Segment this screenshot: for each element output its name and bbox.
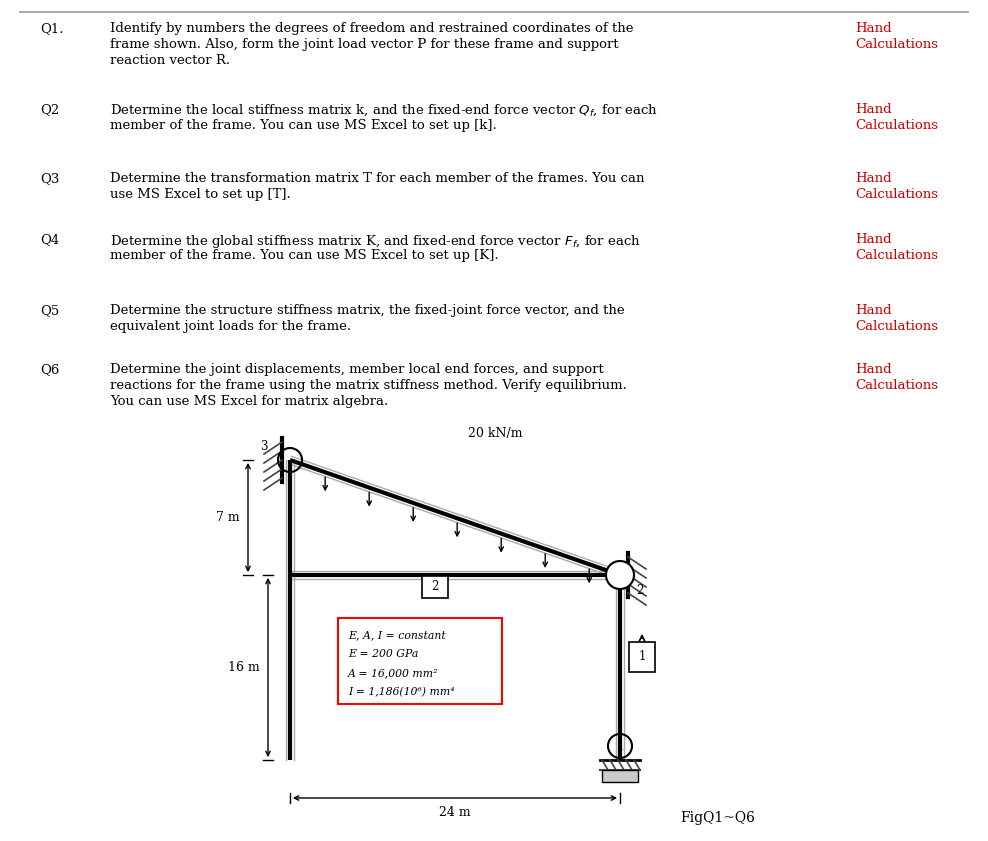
Text: Calculations: Calculations <box>855 379 938 392</box>
Text: 1: 1 <box>638 650 646 664</box>
Text: Q3: Q3 <box>40 172 59 185</box>
Text: Determine the global stiffness matrix K, and fixed-end force vector $F_f$, for e: Determine the global stiffness matrix K,… <box>110 233 641 250</box>
Text: Hand: Hand <box>855 233 891 246</box>
Text: Q6: Q6 <box>40 363 59 376</box>
Text: member of the frame. You can use MS Excel to set up [k].: member of the frame. You can use MS Exce… <box>110 119 497 132</box>
Text: equivalent joint loads for the frame.: equivalent joint loads for the frame. <box>110 320 351 333</box>
Text: Determine the structure stiffness matrix, the fixed-joint force vector, and the: Determine the structure stiffness matrix… <box>110 304 624 317</box>
Text: Q1.: Q1. <box>40 22 63 35</box>
FancyBboxPatch shape <box>629 642 655 672</box>
Text: E = 200 GPa: E = 200 GPa <box>348 649 418 659</box>
Text: Hand: Hand <box>855 172 891 185</box>
Text: 1: 1 <box>617 739 623 753</box>
Bar <box>602 770 638 782</box>
Text: reactions for the frame using the matrix stiffness method. Verify equilibrium.: reactions for the frame using the matrix… <box>110 379 626 392</box>
Text: 20 kN/m: 20 kN/m <box>467 427 523 440</box>
Text: 2: 2 <box>432 580 439 594</box>
Text: Determine the transformation matrix T for each member of the frames. You can: Determine the transformation matrix T fo… <box>110 172 644 185</box>
Text: 2: 2 <box>636 584 644 597</box>
Text: Calculations: Calculations <box>855 320 938 333</box>
Text: 7 m: 7 m <box>216 511 240 524</box>
Text: frame shown. Also, form the joint load vector P for these frame and support: frame shown. Also, form the joint load v… <box>110 38 618 51</box>
Text: 16 m: 16 m <box>228 661 260 674</box>
Text: Q4: Q4 <box>40 233 59 246</box>
Text: I = 1,186(10⁶) mm⁴: I = 1,186(10⁶) mm⁴ <box>348 687 454 697</box>
Text: 24 m: 24 m <box>440 806 471 819</box>
FancyBboxPatch shape <box>338 618 502 704</box>
Text: Determine the joint displacements, member local end forces, and support: Determine the joint displacements, membe… <box>110 363 604 376</box>
Text: Hand: Hand <box>855 304 891 317</box>
Text: Hand: Hand <box>855 363 891 376</box>
Text: Calculations: Calculations <box>855 38 938 51</box>
Text: reaction vector R.: reaction vector R. <box>110 54 230 67</box>
Text: Q2: Q2 <box>40 103 59 116</box>
Text: use MS Excel to set up [T].: use MS Excel to set up [T]. <box>110 188 290 201</box>
Text: FigQ1~Q6: FigQ1~Q6 <box>680 811 755 825</box>
Text: Calculations: Calculations <box>855 119 938 132</box>
Circle shape <box>606 561 634 589</box>
Text: Identify by numbers the degrees of freedom and restrained coordinates of the: Identify by numbers the degrees of freed… <box>110 22 633 35</box>
Text: Calculations: Calculations <box>855 188 938 201</box>
Text: Determine the local stiffness matrix k, and the fixed-end force vector $Q_f$, fo: Determine the local stiffness matrix k, … <box>110 103 658 119</box>
Text: member of the frame. You can use MS Excel to set up [K].: member of the frame. You can use MS Exce… <box>110 249 499 262</box>
Text: Hand: Hand <box>855 22 891 35</box>
Text: Hand: Hand <box>855 103 891 116</box>
Text: You can use MS Excel for matrix algebra.: You can use MS Excel for matrix algebra. <box>110 395 388 408</box>
Text: A = 16,000 mm²: A = 16,000 mm² <box>348 668 439 678</box>
Text: E, A, I = constant: E, A, I = constant <box>348 630 446 640</box>
Text: Q5: Q5 <box>40 304 59 317</box>
Text: 3: 3 <box>260 440 268 452</box>
FancyBboxPatch shape <box>422 576 448 598</box>
Text: Calculations: Calculations <box>855 249 938 262</box>
